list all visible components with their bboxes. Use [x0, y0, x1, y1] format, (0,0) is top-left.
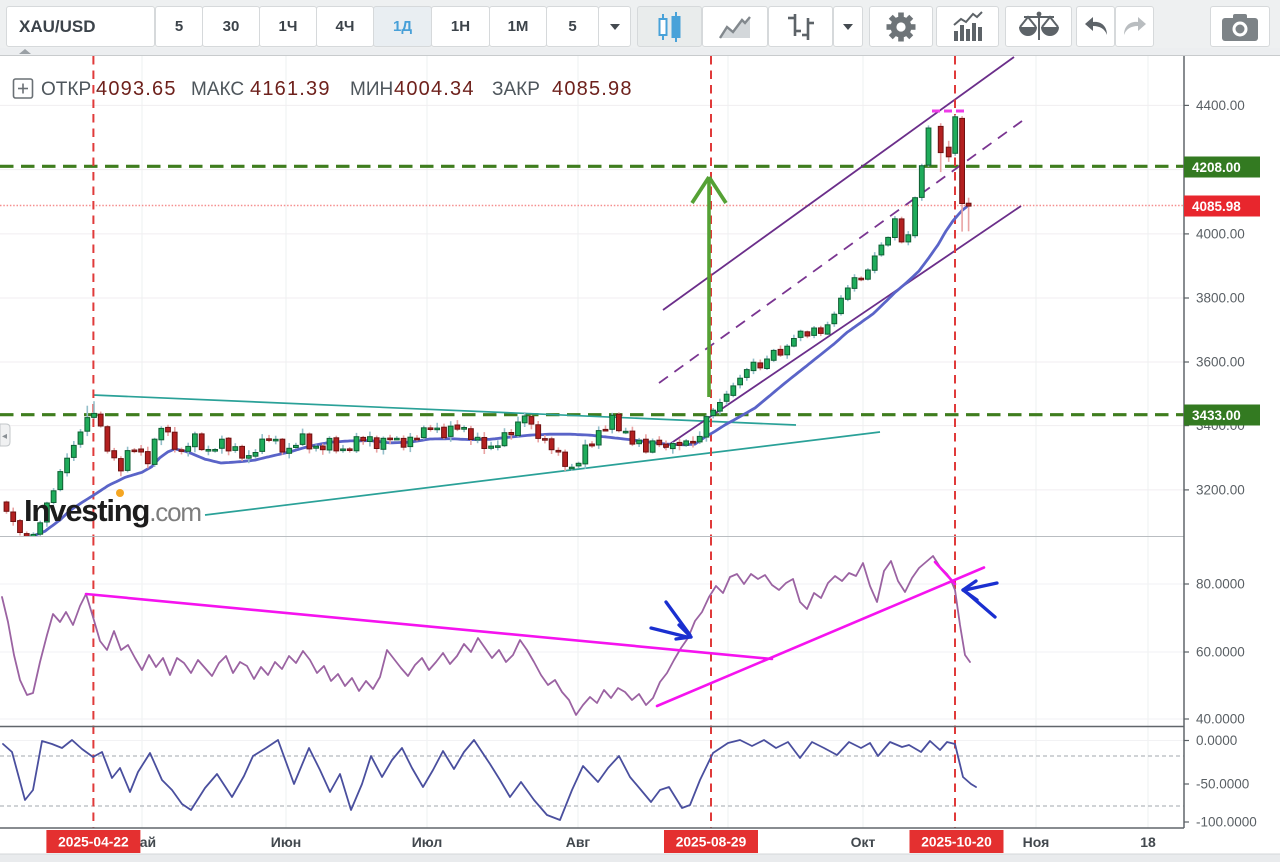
svg-text:ОТКР: ОТКР [41, 79, 91, 100]
svg-text:МИН: МИН [350, 79, 393, 100]
svg-text:2025-08-29: 2025-08-29 [676, 835, 747, 850]
svg-text:Investing.com: Investing.com [24, 493, 201, 528]
svg-text:-50.0000: -50.0000 [1196, 777, 1249, 792]
svg-text:Авг: Авг [566, 834, 591, 850]
svg-text:3200.00: 3200.00 [1196, 482, 1245, 497]
svg-text:МАКС: МАКС [191, 79, 244, 100]
svg-text:4085.98: 4085.98 [1192, 199, 1241, 214]
svg-text:4400.00: 4400.00 [1196, 98, 1245, 113]
svg-text:2025-10-20: 2025-10-20 [921, 835, 992, 850]
svg-text:Ноя: Ноя [1023, 834, 1050, 850]
svg-text:4085.98: 4085.98 [552, 78, 633, 100]
svg-text:3800.00: 3800.00 [1196, 291, 1245, 306]
svg-text:Июн: Июн [271, 834, 301, 850]
svg-text:-100.0000: -100.0000 [1196, 815, 1257, 830]
svg-text:40.0000: 40.0000 [1196, 712, 1245, 727]
svg-text:4093.65: 4093.65 [96, 78, 177, 100]
svg-text:60.0000: 60.0000 [1196, 645, 1245, 660]
svg-text:ЗАКР: ЗАКР [492, 79, 540, 100]
svg-text:0.0000: 0.0000 [1196, 733, 1237, 748]
svg-text:◂: ◂ [2, 431, 7, 442]
svg-text:4208.00: 4208.00 [1192, 160, 1241, 175]
svg-text:3600.00: 3600.00 [1196, 355, 1245, 370]
svg-text:80.0000: 80.0000 [1196, 577, 1245, 592]
svg-text:4004.34: 4004.34 [394, 78, 475, 100]
svg-text:4000.00: 4000.00 [1196, 226, 1245, 241]
svg-text:18: 18 [1140, 834, 1156, 850]
svg-text:Июл: Июл [412, 834, 443, 850]
svg-text:Окт: Окт [851, 834, 876, 850]
svg-text:4161.39: 4161.39 [250, 78, 331, 100]
svg-text:2025-04-22: 2025-04-22 [58, 835, 129, 850]
svg-text:3433.00: 3433.00 [1192, 408, 1241, 423]
